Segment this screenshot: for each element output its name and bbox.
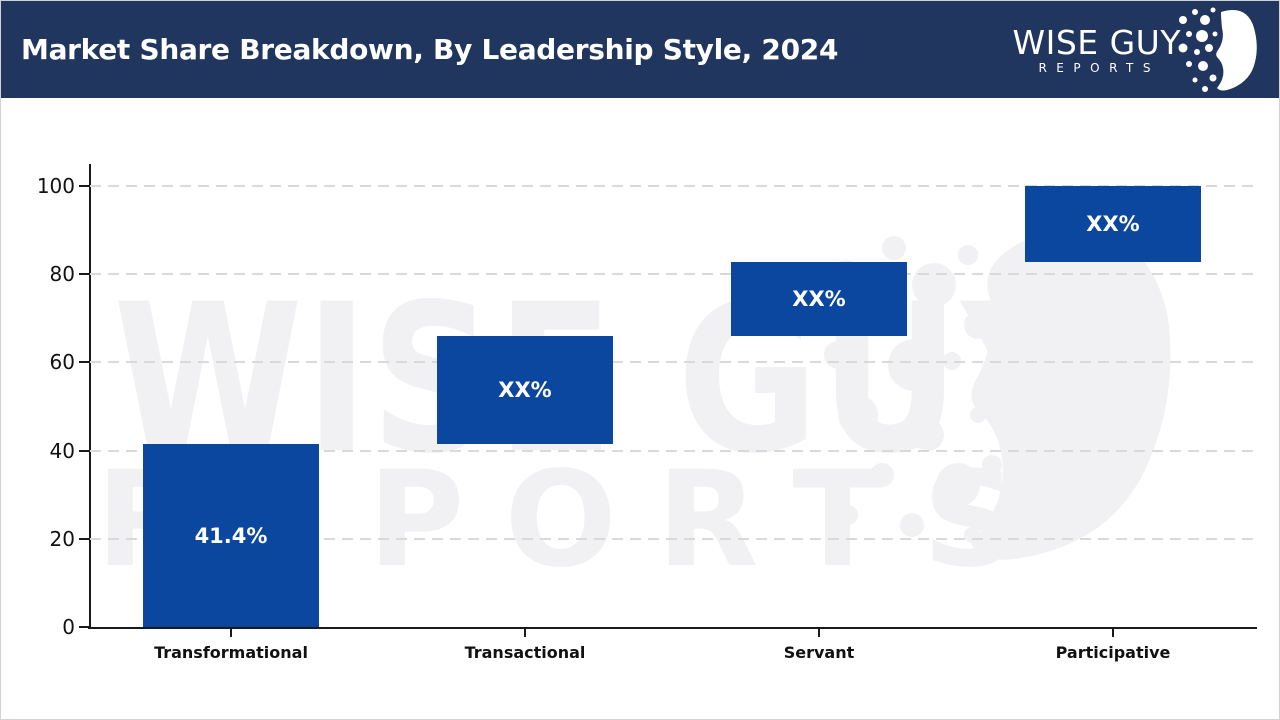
y-tick-label-40: 40	[49, 438, 75, 463]
chart-area: WISE GUY REPORTS 0 20 40 60 80 100 41.4% Transf…	[1, 98, 1279, 719]
logo-head-profile-icon	[1178, 7, 1257, 92]
y-tick-label-80: 80	[49, 262, 75, 287]
y-tick-mark-60	[79, 361, 89, 364]
y-tick-label-60: 60	[49, 350, 75, 375]
bar-value-label: XX%	[498, 378, 552, 403]
y-tick-mark-20	[79, 537, 89, 540]
watermark-head-profile-icon	[824, 231, 1171, 560]
x-tick-mark-4	[1112, 629, 1114, 637]
logo-subtitle: REPORTS	[1038, 60, 1160, 75]
bar-participative: XX%	[1025, 186, 1201, 263]
y-tick-label-0: 0	[62, 615, 75, 639]
y-tick-mark-100	[79, 185, 89, 187]
gridline-100	[90, 185, 1257, 187]
bar-value-label: XX%	[1086, 212, 1140, 237]
gridline-40	[90, 449, 1257, 452]
page-title: Market Share Breakdown, By Leadership St…	[21, 33, 839, 66]
y-axis-spine	[89, 164, 91, 629]
x-category-label-4: Participative	[1055, 643, 1171, 662]
wise-guy-reports-logo: WISE GUY REPORTS	[1012, 4, 1259, 96]
x-category-label-1: Transformational	[154, 643, 308, 662]
y-tick-mark-40	[79, 449, 89, 452]
gridline-80	[90, 273, 1257, 276]
x-category-label-2: Transactional	[464, 643, 586, 662]
logo-text: WISE GUY REPORTS	[1012, 26, 1181, 74]
logo-wordmark: WISE GUY	[1012, 22, 1181, 62]
bar-value-label: XX%	[792, 287, 846, 312]
bar-value-label: 41.4%	[194, 523, 268, 548]
bar-transformational: 41.4%	[143, 444, 319, 627]
y-tick-label-20: 20	[49, 526, 75, 551]
x-tick-mark-3	[818, 629, 820, 637]
y-tick-mark-0	[79, 626, 89, 628]
x-category-label-3: Servant	[783, 643, 855, 662]
header-bar: Market Share Breakdown, By Leadership St…	[1, 1, 1279, 98]
x-tick-mark-1	[230, 629, 232, 637]
x-tick-mark-2	[524, 629, 526, 637]
y-tick-label-100: 100	[36, 174, 75, 198]
bar-transactional: XX%	[437, 335, 613, 445]
gridline-60	[90, 361, 1257, 364]
y-tick-mark-80	[79, 273, 89, 276]
gridline-20	[90, 537, 1257, 540]
bar-servant: XX%	[731, 262, 907, 336]
x-axis-spine	[88, 627, 1257, 629]
plot: 0 20 40 60 80 100 41.4% Transformational XX% Tran…	[1, 98, 1279, 719]
